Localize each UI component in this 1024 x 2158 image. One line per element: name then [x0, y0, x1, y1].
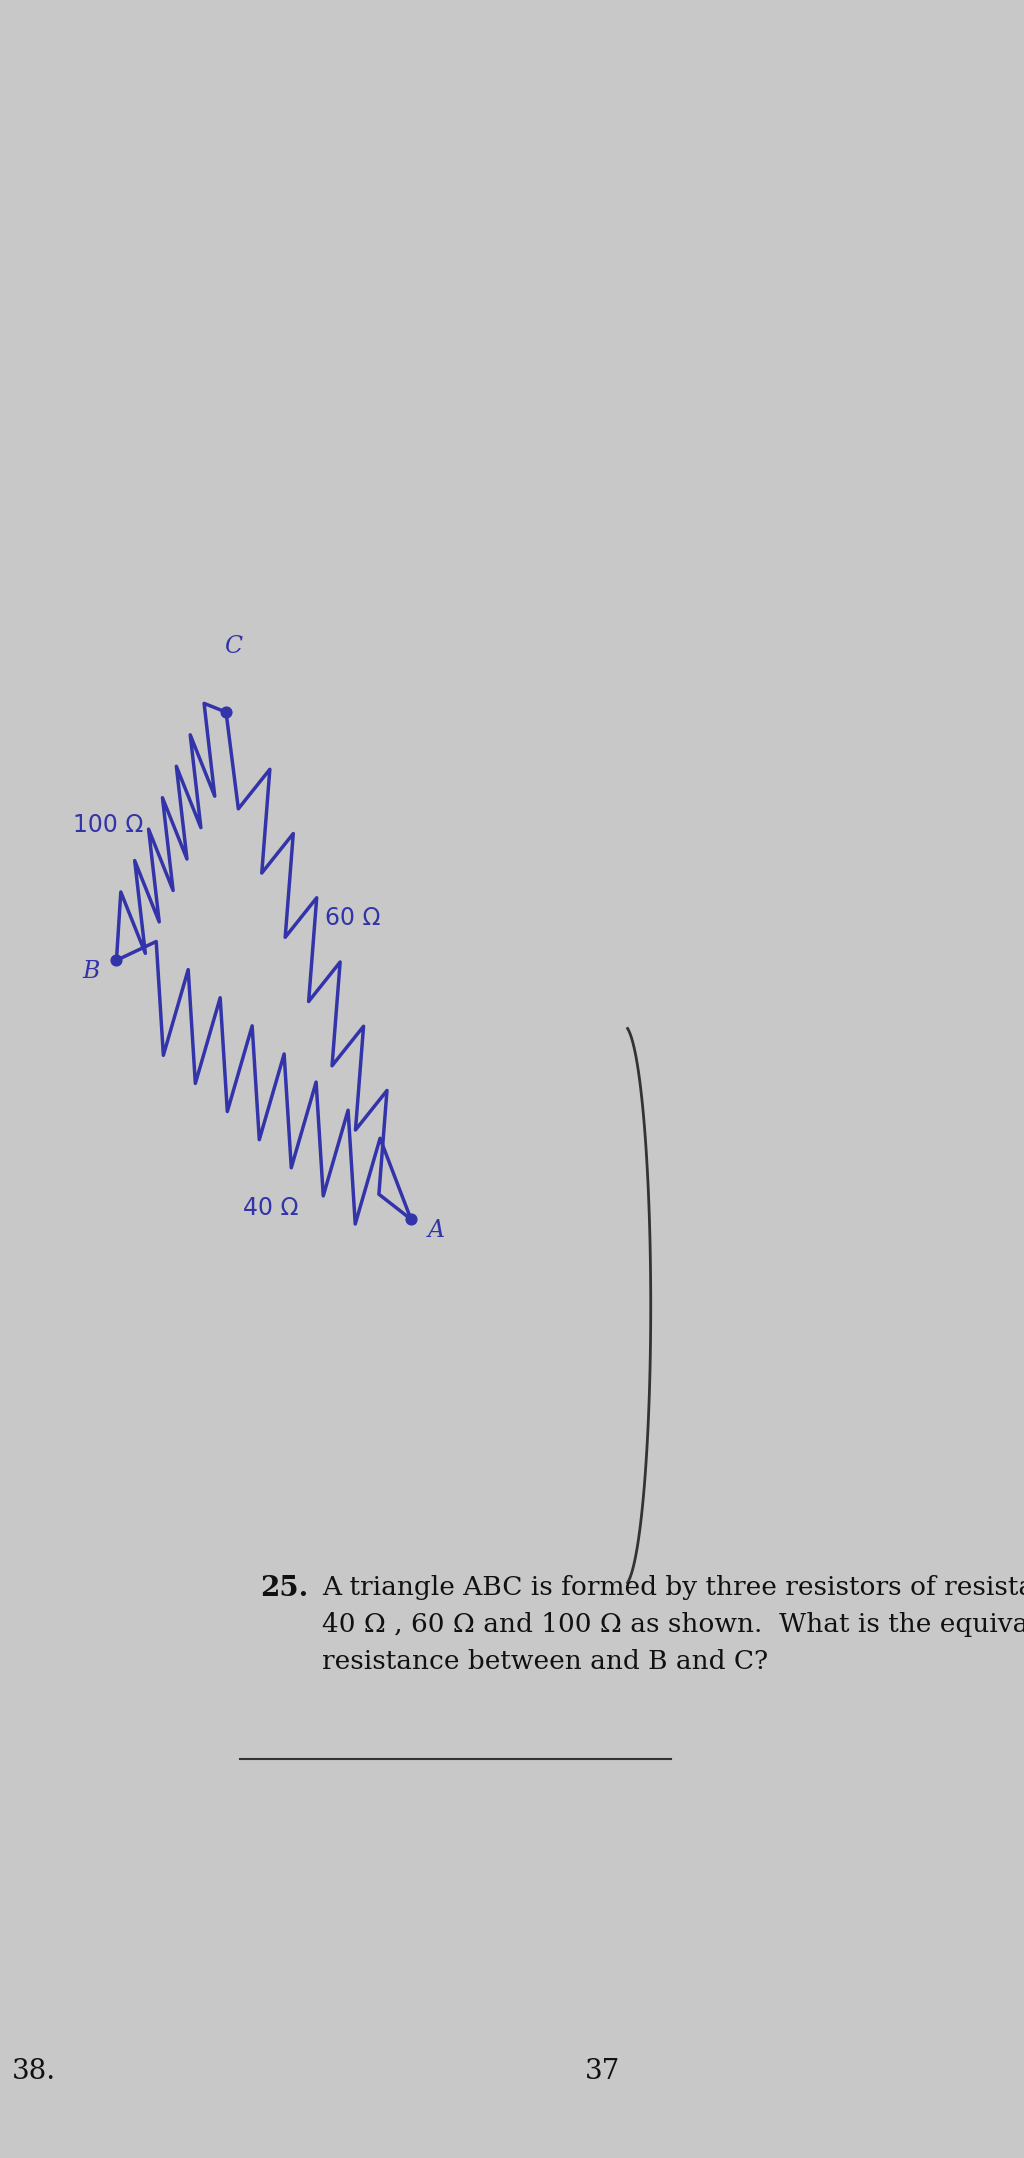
Text: 100 Ω: 100 Ω: [74, 814, 143, 837]
Text: C: C: [224, 634, 242, 658]
Point: [218, 695, 234, 729]
Text: 25.: 25.: [260, 1575, 308, 1603]
Point: [109, 943, 125, 978]
Text: 60 Ω: 60 Ω: [325, 906, 381, 930]
Text: 37: 37: [585, 2059, 621, 2085]
Text: A: A: [428, 1219, 445, 1241]
Text: 38.: 38.: [12, 2059, 56, 2085]
Text: 40 Ω: 40 Ω: [243, 1196, 298, 1221]
Point: [402, 1202, 419, 1237]
Text: B: B: [82, 960, 99, 982]
Text: A triangle ABC is formed by three resistors of resistance
40 Ω , 60 Ω and 100 Ω : A triangle ABC is formed by three resist…: [322, 1575, 1024, 1675]
